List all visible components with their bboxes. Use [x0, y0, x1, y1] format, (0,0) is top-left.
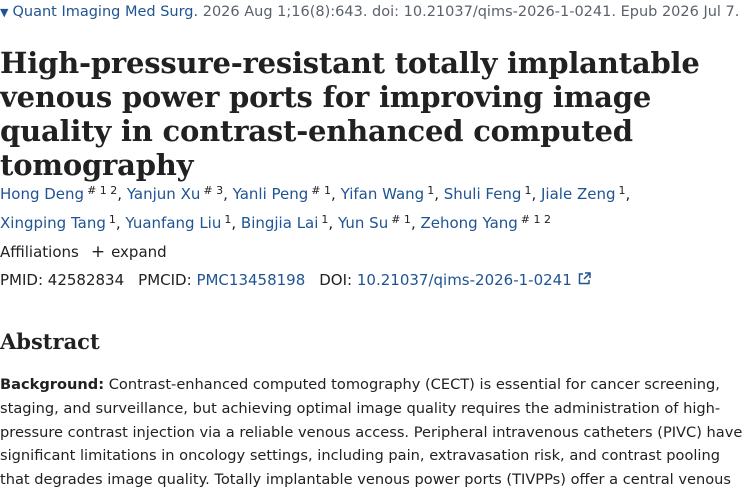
affiliations-expand-button[interactable]: expand: [111, 243, 167, 261]
author-item: Jiale Zeng 1,: [541, 184, 631, 203]
citation-line: ▼ Quant Imaging Med Surg. 2026 Aug 1;16(8…: [0, 4, 739, 20]
doi-label: DOI:: [319, 271, 353, 289]
author-affiliation-sup[interactable]: 1: [524, 184, 532, 197]
author-affiliation-sup[interactable]: # 1 2: [520, 213, 552, 226]
author-name-link[interactable]: Yifan Wang: [340, 185, 425, 203]
author-name-link[interactable]: Bingjia Lai: [240, 214, 319, 232]
article-title: High-pressure-resistant totally implanta…: [0, 46, 700, 182]
author-name-link[interactable]: Yanli Peng: [232, 185, 309, 203]
author-name-link[interactable]: Zehong Yang: [420, 214, 518, 232]
abstract-heading: Abstract: [0, 329, 100, 354]
author-name-link[interactable]: Shuli Feng: [443, 185, 522, 203]
author-item: Bingjia Lai 1,: [240, 213, 338, 232]
plus-icon[interactable]: +: [90, 241, 106, 262]
affiliations-label: Affiliations: [0, 243, 79, 261]
author-item: Yanli Peng # 1,: [232, 184, 341, 203]
author-name-link[interactable]: Yun Su: [337, 214, 389, 232]
author-item: Xingping Tang 1,: [0, 213, 126, 232]
pmcid-link[interactable]: PMC13458198: [196, 271, 306, 289]
author-name-link[interactable]: Yuanfang Liu: [125, 214, 222, 232]
author-name-link[interactable]: Yanjun Xu: [126, 185, 201, 203]
background-label: Background:: [0, 376, 105, 393]
author-name-link[interactable]: Xingping Tang: [0, 214, 106, 232]
caret-down-icon[interactable]: ▼: [0, 6, 9, 19]
author-affiliation-sup[interactable]: 1: [224, 213, 232, 226]
pmid-label: PMID:: [0, 271, 44, 289]
author-item: Yuanfang Liu 1,: [125, 213, 241, 232]
background-text: Contrast-enhanced computed tomography (C…: [0, 376, 743, 489]
journal-link[interactable]: Quant Imaging Med Surg.: [12, 4, 199, 20]
author-affiliation-sup[interactable]: # 1 2: [87, 184, 118, 197]
author-affiliation-sup[interactable]: 1: [618, 184, 626, 197]
author-affiliation-sup[interactable]: 1: [427, 184, 435, 197]
author-name-link[interactable]: Jiale Zeng: [541, 185, 616, 203]
author-affiliation-sup[interactable]: 1: [108, 213, 116, 226]
identifiers-row: PMID: 42582834 PMCID: PMC13458198 DOI: 1…: [0, 271, 591, 289]
affiliations-row: Affiliations + expand: [0, 243, 167, 261]
author-item: Shuli Feng 1,: [443, 184, 541, 203]
external-link-icon[interactable]: [578, 271, 591, 289]
author-list: Hong Deng # 1 2, Yanjun Xu # 3, Yanli Peng…: [0, 178, 750, 236]
author-affiliation-sup[interactable]: # 1: [391, 213, 411, 226]
author-item: Zehong Yang # 1 2: [420, 213, 552, 232]
author-item: Yanjun Xu # 3,: [126, 184, 233, 203]
author-affiliation-sup[interactable]: # 3: [203, 184, 224, 197]
author-affiliation-sup[interactable]: 1: [321, 213, 329, 226]
doi-link[interactable]: 10.21037/qims-2026-1-0241: [356, 271, 572, 289]
author-affiliation-sup[interactable]: # 1: [311, 184, 332, 197]
pmcid-label: PMCID:: [138, 271, 192, 289]
author-item: Yifan Wang 1,: [340, 184, 444, 203]
abstract-background: Background: Contrast-enhanced computed t…: [0, 373, 750, 492]
citation-details: 2026 Aug 1;16(8):643. doi: 10.21037/qims…: [202, 4, 740, 20]
author-item: Hong Deng # 1 2,: [0, 184, 127, 203]
author-name-link[interactable]: Hong Deng: [0, 185, 85, 203]
author-item: Yun Su # 1,: [337, 213, 421, 232]
pmid-value: 42582834: [47, 271, 125, 289]
